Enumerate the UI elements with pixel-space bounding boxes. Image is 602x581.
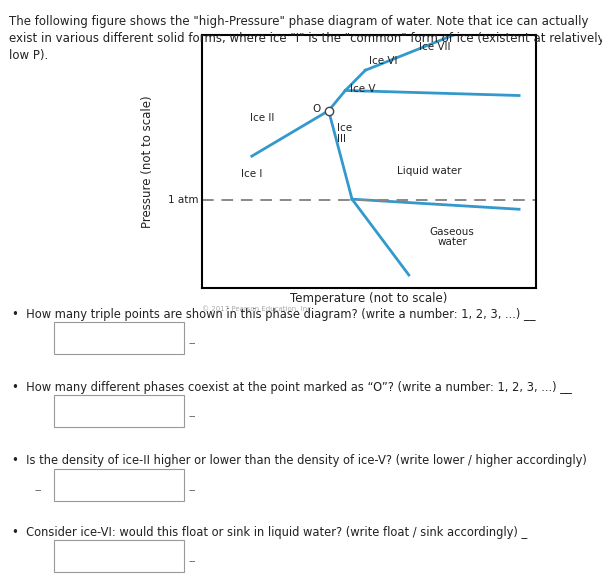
Text: Ice
III: Ice III bbox=[337, 123, 352, 144]
Text: •  Consider ice-VI: would this float or sink in liquid water? (write float / sin: • Consider ice-VI: would this float or s… bbox=[12, 526, 527, 539]
Text: O: O bbox=[312, 105, 320, 114]
X-axis label: Temperature (not to scale): Temperature (not to scale) bbox=[290, 292, 447, 305]
Text: --: -- bbox=[188, 338, 196, 348]
Text: Pressure (not to scale): Pressure (not to scale) bbox=[141, 95, 154, 228]
Text: The following figure shows the "high-Pressure" phase diagram of water. Note that: The following figure shows the "high-Pre… bbox=[9, 15, 602, 62]
Text: Ice VI: Ice VI bbox=[368, 56, 397, 66]
Text: Ice II: Ice II bbox=[250, 113, 274, 123]
Text: --: -- bbox=[35, 485, 42, 494]
Text: Ice V: Ice V bbox=[350, 84, 376, 94]
Text: •  How many triple points are shown in this phase diagram? (write a number: 1, 2: • How many triple points are shown in th… bbox=[12, 308, 536, 321]
Text: 1 atm: 1 atm bbox=[168, 195, 199, 206]
Text: Liquid water: Liquid water bbox=[397, 166, 461, 177]
Text: --: -- bbox=[188, 411, 196, 421]
Text: Gaseous
water: Gaseous water bbox=[430, 227, 475, 248]
Text: Ice I: Ice I bbox=[241, 169, 262, 179]
Text: •  Is the density of ice-II higher or lower than the density of ice-V? (write lo: • Is the density of ice-II higher or low… bbox=[12, 454, 587, 467]
Text: --: -- bbox=[188, 556, 196, 566]
Text: •  How many different phases coexist at the point marked as “O”? (write a number: • How many different phases coexist at t… bbox=[12, 381, 572, 393]
Text: --: -- bbox=[188, 485, 196, 494]
Text: © 2017 Pearson Education, Inc.: © 2017 Pearson Education, Inc. bbox=[202, 305, 313, 311]
Text: Ice VII: Ice VII bbox=[419, 42, 450, 52]
